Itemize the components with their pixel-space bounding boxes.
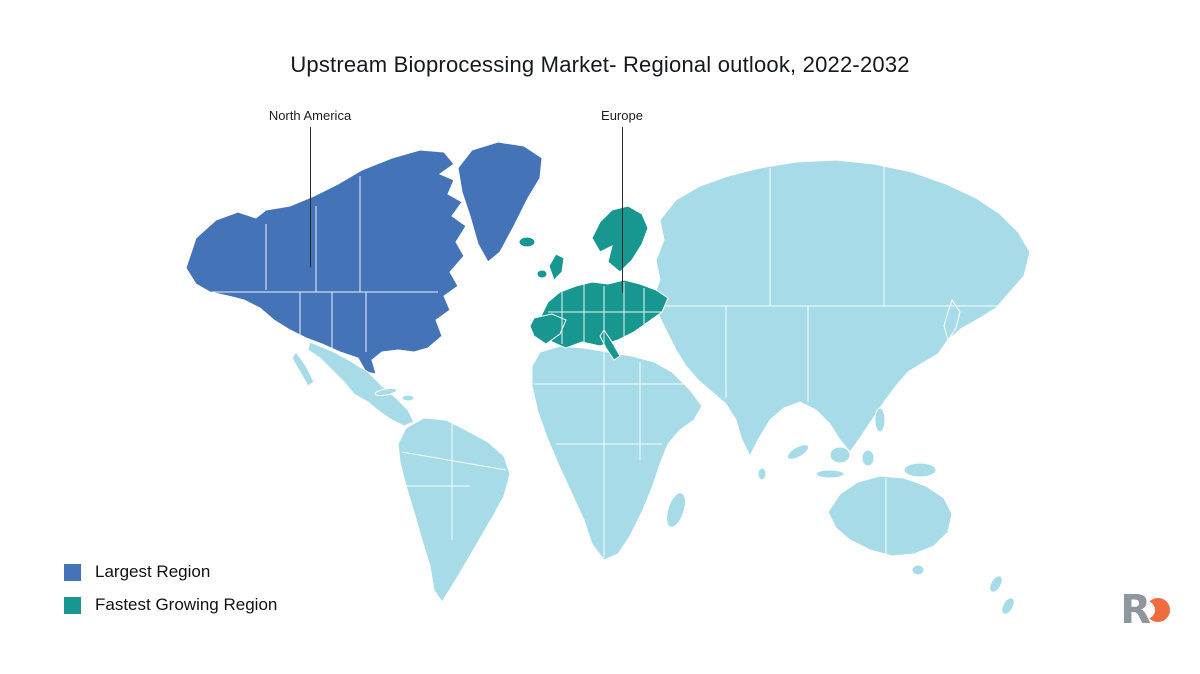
rest-of-world-regions: [397, 159, 1031, 615]
callout-north-america-label: North America: [268, 108, 352, 123]
island-cuba: [374, 387, 398, 397]
region-north-america: [185, 149, 467, 375]
callout-europe-label: Europe: [601, 108, 643, 123]
central-america-regions: [291, 341, 415, 427]
region-baja: [291, 351, 315, 387]
page-title: Upstream Bioprocessing Market- Regional …: [290, 52, 910, 77]
legend-swatch-largest-region: [64, 563, 81, 581]
brand-logo-letter: R: [1120, 587, 1151, 633]
region-japan: [943, 298, 961, 342]
island-new-zealand-north: [989, 575, 1003, 593]
legend-item-fastest-growing-region: Fastest Growing Region: [64, 595, 277, 615]
island-madagascar: [666, 492, 686, 528]
island-hispaniola: [401, 394, 415, 402]
legend-swatch-fastest-growing-region: [64, 596, 81, 614]
island-borneo: [829, 446, 851, 464]
island-new-guinea: [903, 462, 937, 478]
europe-regions: [518, 205, 669, 361]
island-sumatra: [786, 444, 810, 460]
region-asia: [651, 159, 1031, 458]
island-java: [815, 469, 845, 479]
legend-label-largest-region: Largest Region: [95, 562, 211, 581]
region-africa: [531, 345, 703, 561]
island-sri-lanka: [757, 467, 767, 481]
callout-europe-leader-line: [621, 127, 623, 293]
legend: Largest Region Fastest Growing Region: [64, 562, 277, 615]
brand-logo-dot-icon: [1146, 598, 1170, 622]
island-new-zealand-south: [1001, 597, 1015, 615]
legend-item-largest-region: Largest Region: [64, 562, 277, 582]
region-south-america: [397, 417, 511, 603]
region-iceland: [518, 236, 536, 248]
legend-label-fastest-growing-region: Fastest Growing Region: [95, 595, 278, 614]
region-iberia: [529, 313, 567, 345]
region-ireland: [536, 269, 548, 279]
country-borders-europe: [548, 282, 662, 346]
country-borders-north-america: [212, 176, 438, 352]
country-borders-rest: [401, 164, 1004, 558]
island-sulawesi: [861, 449, 875, 467]
region-greenland: [457, 141, 543, 263]
region-italy: [599, 329, 621, 361]
region-mexico-central-america: [307, 341, 415, 427]
north-america-regions: [185, 141, 543, 375]
region-scandinavia: [591, 205, 649, 273]
callout-north-america: North America: [240, 108, 380, 267]
callout-europe: Europe: [562, 108, 682, 293]
island-philippines: [874, 407, 886, 433]
region-uk: [548, 253, 565, 281]
brand-logo: R: [1120, 590, 1170, 630]
island-tasmania: [911, 564, 925, 576]
region-australia: [827, 475, 953, 557]
callout-north-america-leader-line: [309, 127, 311, 267]
